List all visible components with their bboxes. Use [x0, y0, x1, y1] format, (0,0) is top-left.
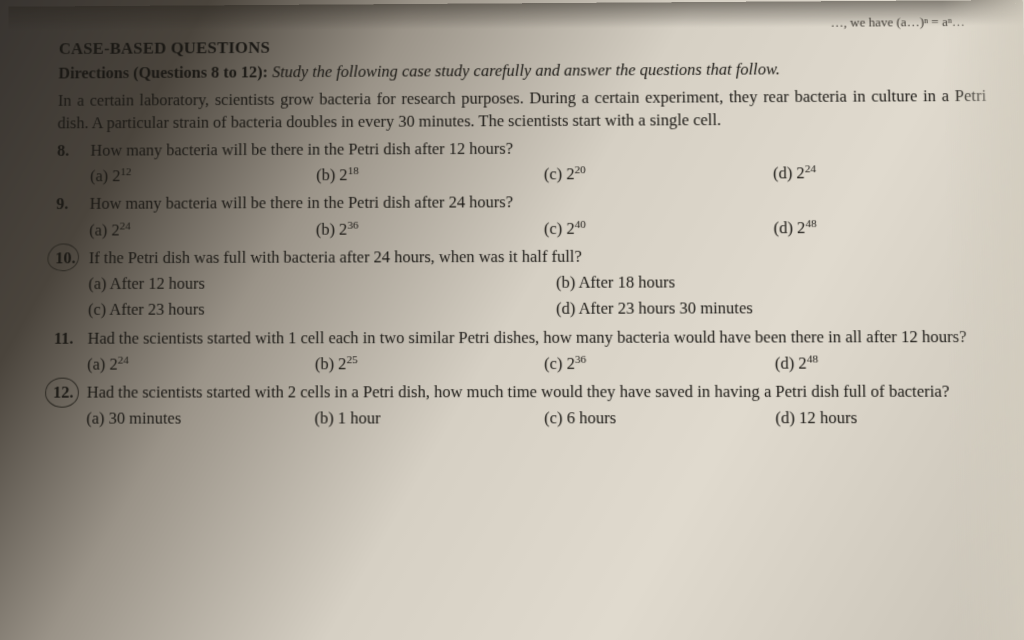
- option-a: (a) 224: [87, 353, 299, 376]
- option-b: (b) 236: [316, 218, 528, 241]
- question-text: How many bacteria will be there in the P…: [90, 139, 513, 160]
- options-row: (a) 224 (b) 236 (c) 240 (d) 248: [89, 216, 989, 241]
- option-d: (d) After 23 hours 30 minutes: [556, 297, 990, 320]
- question-text: If the Petri dish was full with bacteria…: [89, 247, 582, 267]
- question-list: How many bacteria will be there in the P…: [52, 136, 992, 431]
- options-row: (a) 30 minutes (b) 1 hour (c) 6 hours (d…: [86, 407, 992, 430]
- option-a: (a) 212: [90, 165, 301, 188]
- option-d: (d) 248: [775, 352, 991, 375]
- partial-previous-line: …, we have (a…)ⁿ = aⁿ…: [59, 14, 965, 35]
- case-passage: In a certain laboratory, scientists grow…: [57, 85, 986, 134]
- option-c: (c) 236: [544, 352, 759, 375]
- option-d: (d) 12 hours: [775, 407, 992, 430]
- options-row: (a) 212 (b) 218 (c) 220 (d) 224: [90, 162, 988, 188]
- textbook-page: …, we have (a…)ⁿ = aⁿ… CASE-BASED QUESTI…: [0, 0, 1024, 640]
- question-11: Had the scientists started with 1 cell e…: [53, 326, 991, 376]
- option-a: (a) 224: [89, 219, 300, 242]
- option-c: (c) After 23 hours: [88, 298, 516, 321]
- hand-circle-icon: [44, 377, 80, 409]
- question-text: Had the scientists started with 2 cells …: [87, 382, 950, 402]
- directions-text: Study the following case study carefully…: [268, 60, 780, 82]
- option-c: (c) 240: [544, 217, 758, 240]
- question-text: How many bacteria will be there in the P…: [90, 193, 513, 213]
- question-8: How many bacteria will be there in the P…: [56, 136, 987, 188]
- question-text: Had the scientists started with 1 cell e…: [87, 327, 966, 348]
- option-a: (a) After 12 hours: [88, 272, 516, 295]
- option-d: (d) 224: [773, 162, 988, 185]
- option-a: (a) 30 minutes: [86, 408, 298, 430]
- directions-label: Directions (Questions 8 to 12):: [58, 63, 268, 83]
- question-9: How many bacteria will be there in the P…: [56, 190, 989, 242]
- option-c: (c) 6 hours: [544, 408, 759, 431]
- options-row: (a) After 12 hours (b) After 18 hours (c…: [88, 271, 990, 322]
- option-c: (c) 220: [544, 163, 757, 186]
- hand-circle-icon: [47, 242, 80, 272]
- section-heading: CASE-BASED QUESTIONS: [59, 34, 986, 59]
- directions-line: Directions (Questions 8 to 12): Study th…: [58, 57, 986, 84]
- option-d: (d) 248: [773, 216, 988, 239]
- option-b: (b) 1 hour: [314, 408, 528, 431]
- options-row: (a) 224 (b) 225 (c) 236 (d) 248: [87, 352, 991, 376]
- option-b: (b) After 18 hours: [556, 271, 990, 294]
- option-b: (b) 218: [316, 164, 528, 187]
- question-10: If the Petri dish was full with bacteria…: [54, 244, 990, 321]
- question-12: Had the scientists started with 2 cells …: [52, 381, 992, 431]
- option-b: (b) 225: [315, 353, 528, 376]
